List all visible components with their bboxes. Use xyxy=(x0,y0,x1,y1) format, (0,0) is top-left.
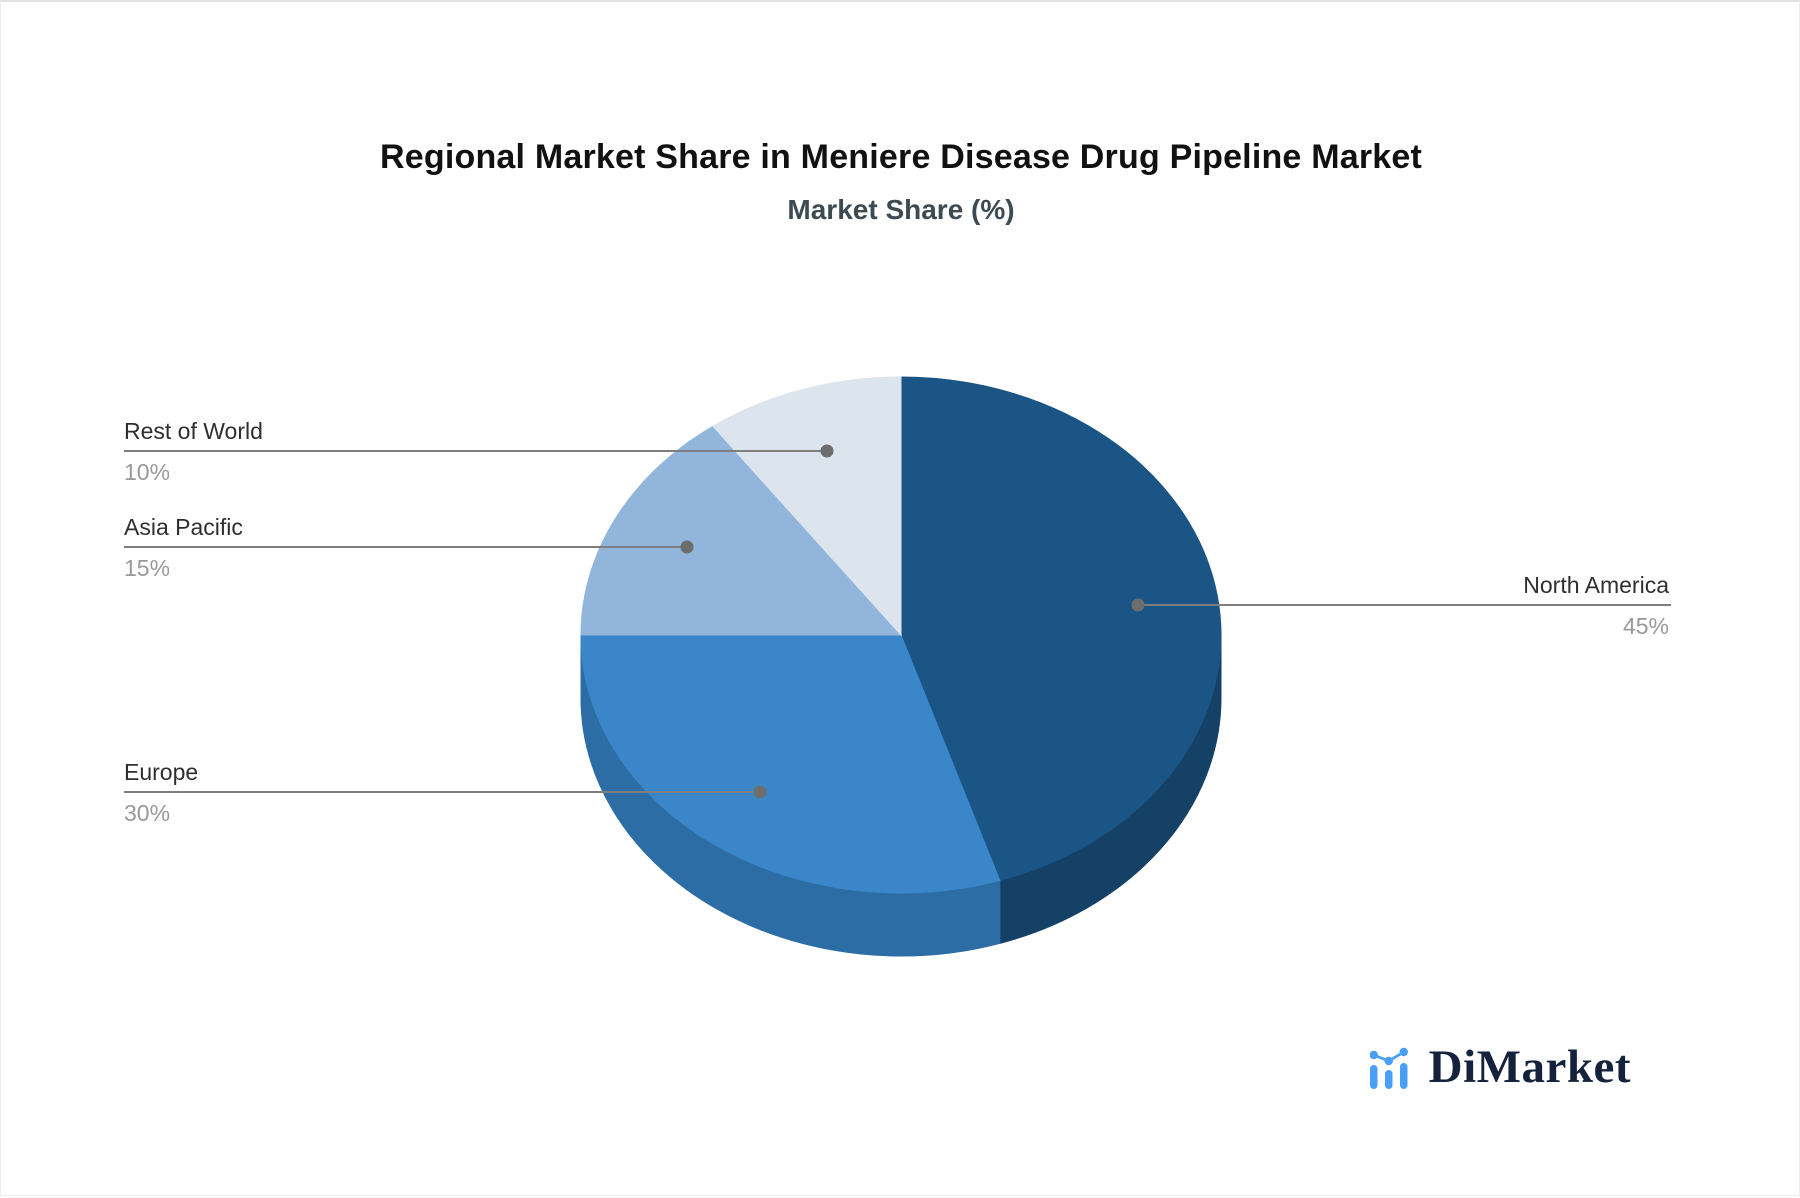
leader-dot-europe xyxy=(753,785,767,799)
pie-slice-europe xyxy=(580,634,1001,894)
bar-chart-logo-icon xyxy=(1369,1047,1408,1089)
chart-title: Regional Market Share in Meniere Disease… xyxy=(380,138,1422,176)
slice-percent: 45% xyxy=(1622,613,1669,639)
logo-text: DiMarket xyxy=(1428,1041,1631,1093)
pie-slice-asia-pacific xyxy=(580,425,903,636)
slice-percent: 10% xyxy=(124,459,171,485)
pie-slice-rest-of-world xyxy=(712,376,902,637)
slice-name: Europe xyxy=(124,759,199,785)
slice-name: North America xyxy=(1523,572,1669,598)
pie-slice-north-america xyxy=(900,376,1222,881)
slice-percent: 30% xyxy=(124,800,171,826)
leader-dot-asia-pacific xyxy=(680,540,694,554)
dimarket-logo: DiMarket xyxy=(1369,1041,1631,1093)
slice-percent: 15% xyxy=(124,555,171,581)
leader-dot-north-america xyxy=(1131,598,1145,612)
chart-subtitle: Market Share (%) xyxy=(787,194,1015,225)
slice-name: Asia Pacific xyxy=(124,514,243,540)
leader-dot-rest-of-world xyxy=(820,444,834,458)
slice-name: Rest of World xyxy=(124,418,263,444)
